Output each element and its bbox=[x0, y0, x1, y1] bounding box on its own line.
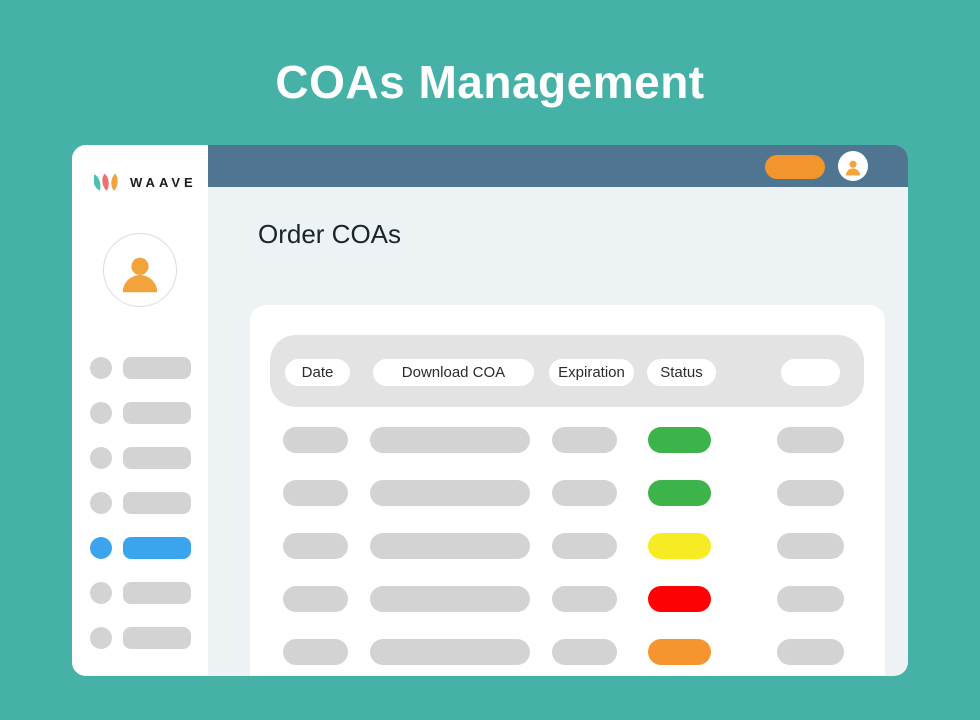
table-row bbox=[250, 427, 885, 453]
table-header: Date Download COA Expiration Status bbox=[270, 335, 864, 407]
table-row bbox=[250, 639, 885, 665]
status-badge-green[interactable] bbox=[648, 427, 711, 453]
sidebar-item-icon bbox=[90, 402, 112, 424]
sidebar-item-4[interactable] bbox=[90, 492, 196, 514]
cell-download-coa-placeholder[interactable] bbox=[370, 586, 530, 612]
sidebar-item-label-placeholder bbox=[123, 582, 191, 604]
cell-action-placeholder[interactable] bbox=[777, 639, 844, 665]
sidebar-item-label-placeholder bbox=[123, 492, 191, 514]
status-badge-green[interactable] bbox=[648, 480, 711, 506]
user-menu-button[interactable] bbox=[838, 151, 868, 181]
cell-date-placeholder bbox=[283, 480, 348, 506]
cell-download-coa-placeholder[interactable] bbox=[370, 639, 530, 665]
status-badge-orange[interactable] bbox=[648, 639, 711, 665]
sidebar-nav bbox=[90, 357, 196, 649]
sidebar-item-icon bbox=[90, 447, 112, 469]
cell-action-placeholder[interactable] bbox=[777, 586, 844, 612]
sidebar-item-label-placeholder bbox=[123, 447, 191, 469]
cell-action-placeholder[interactable] bbox=[777, 427, 844, 453]
column-header-expiration[interactable]: Expiration bbox=[549, 359, 634, 386]
column-header-download[interactable]: Download COA bbox=[373, 359, 534, 386]
cell-expiration-placeholder bbox=[552, 639, 617, 665]
topbar bbox=[208, 145, 908, 187]
profile-avatar[interactable] bbox=[103, 233, 177, 307]
sidebar-item-6[interactable] bbox=[90, 582, 196, 604]
sidebar-item-5-active[interactable] bbox=[90, 537, 196, 559]
cell-expiration-placeholder bbox=[552, 480, 617, 506]
sidebar-item-icon bbox=[90, 627, 112, 649]
main-content: Order COAs Date Download COA Expiration Sta… bbox=[208, 187, 908, 676]
status-badge-red[interactable] bbox=[648, 586, 711, 612]
table-row bbox=[250, 586, 885, 612]
table-body bbox=[250, 427, 885, 676]
sidebar-item-2[interactable] bbox=[90, 402, 196, 424]
sidebar-item-1[interactable] bbox=[90, 357, 196, 379]
cell-expiration-placeholder bbox=[552, 533, 617, 559]
sidebar-item-label-placeholder bbox=[123, 537, 191, 559]
waave-logo-icon bbox=[94, 173, 118, 191]
cell-date-placeholder bbox=[283, 427, 348, 453]
sidebar-item-label-placeholder bbox=[123, 627, 191, 649]
person-icon bbox=[845, 160, 861, 176]
sidebar-item-3[interactable] bbox=[90, 447, 196, 469]
coa-table-card: Date Download COA Expiration Status bbox=[250, 305, 885, 676]
table-row bbox=[250, 533, 885, 559]
status-badge-yellow[interactable] bbox=[648, 533, 711, 559]
cell-action-placeholder[interactable] bbox=[777, 533, 844, 559]
waave-logo: WAAVE bbox=[94, 169, 197, 195]
cell-date-placeholder bbox=[283, 586, 348, 612]
column-header-actions[interactable] bbox=[781, 359, 840, 386]
app-window: Order COAs Date Download COA Expiration Sta… bbox=[72, 145, 908, 676]
column-header-date[interactable]: Date bbox=[285, 359, 350, 386]
section-title: Order COAs bbox=[258, 219, 402, 249]
table-row bbox=[250, 480, 885, 506]
sidebar-item-icon bbox=[90, 492, 112, 514]
cell-download-coa-placeholder[interactable] bbox=[370, 480, 530, 506]
cell-expiration-placeholder bbox=[552, 427, 617, 453]
cell-download-coa-placeholder[interactable] bbox=[370, 427, 530, 453]
cell-date-placeholder bbox=[283, 639, 348, 665]
topbar-action-button[interactable] bbox=[765, 155, 825, 179]
sidebar: WAAVE bbox=[72, 145, 208, 676]
sidebar-item-icon bbox=[90, 537, 112, 559]
cell-action-placeholder[interactable] bbox=[777, 480, 844, 506]
cell-date-placeholder bbox=[283, 533, 348, 559]
cell-expiration-placeholder bbox=[552, 586, 617, 612]
cell-download-coa-placeholder[interactable] bbox=[370, 533, 530, 559]
sidebar-item-label-placeholder bbox=[123, 357, 191, 379]
sidebar-item-label-placeholder bbox=[123, 402, 191, 424]
sidebar-item-icon bbox=[90, 357, 112, 379]
column-header-status[interactable]: Status bbox=[647, 359, 716, 386]
brand-name: WAAVE bbox=[130, 174, 197, 190]
person-icon bbox=[122, 257, 158, 293]
page-title: COAs Management bbox=[275, 56, 705, 108]
sidebar-item-icon bbox=[90, 582, 112, 604]
sidebar-item-7[interactable] bbox=[90, 627, 196, 649]
